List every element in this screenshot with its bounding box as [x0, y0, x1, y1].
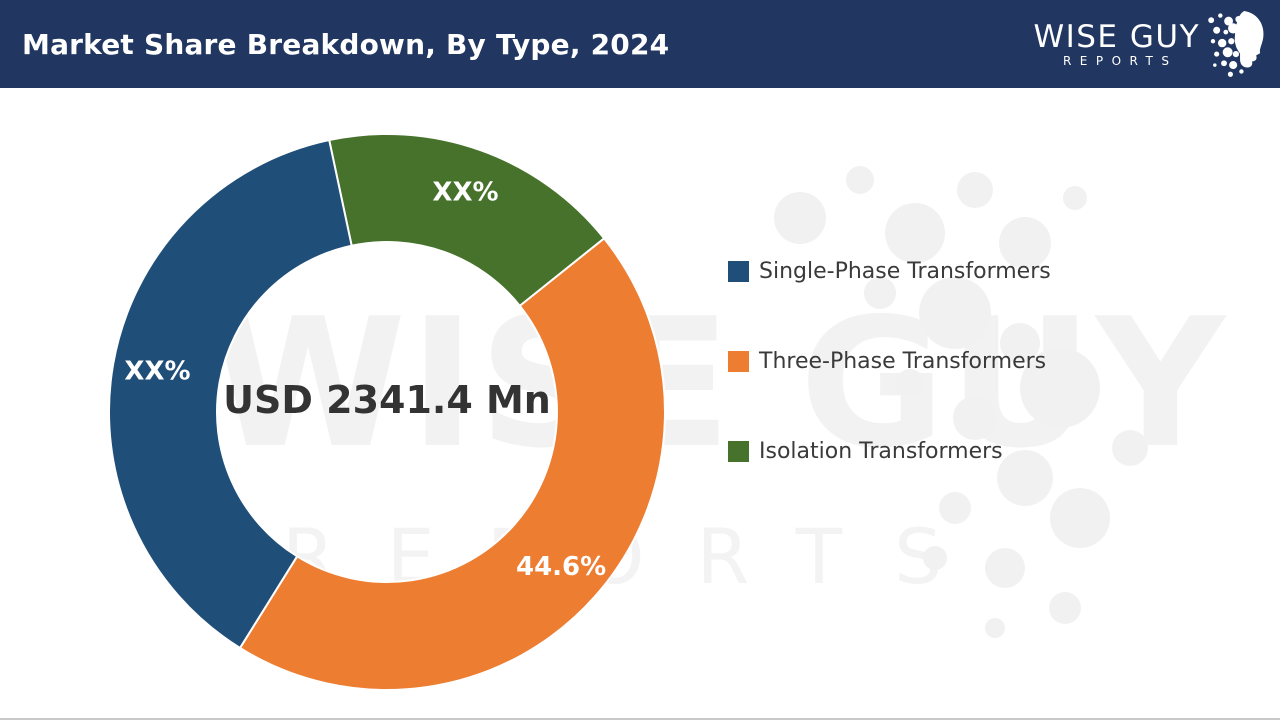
segment-label: XX% — [432, 178, 498, 208]
segment-label: XX% — [124, 357, 190, 387]
logo-wordmark: WISE GUY — [1033, 18, 1200, 55]
legend-item-single-phase: Single-Phase Transformers — [728, 249, 1051, 293]
header: Market Share Breakdown, By Type, 2024 WI… — [0, 0, 1280, 88]
legend-label: Isolation Transformers — [759, 438, 1003, 464]
bottom-border — [0, 718, 1280, 720]
legend-label: Single-Phase Transformers — [759, 258, 1051, 284]
logo-text: WISE GUY REPORTS — [1033, 20, 1200, 68]
wiseguy-logo: WISE GUY REPORTS — [1033, 4, 1268, 84]
legend: Single-Phase Transformers Three-Phase Tr… — [728, 249, 1051, 519]
page-title: Market Share Breakdown, By Type, 2024 — [22, 27, 670, 61]
donut-segment-single-phase-transformers — [108, 139, 353, 649]
donut-chart: XX% 44.6% XX% — [108, 133, 666, 691]
segment-label: 44.6% — [516, 552, 606, 582]
logo-subtitle: REPORTS — [1062, 53, 1178, 68]
legend-swatch-orange — [728, 350, 749, 372]
legend-swatch-green — [728, 440, 749, 462]
legend-item-isolation: Isolation Transformers — [728, 429, 1051, 473]
legend-item-three-phase: Three-Phase Transformers — [728, 339, 1051, 383]
legend-label: Three-Phase Transformers — [759, 348, 1047, 374]
chart-area: WISE GUY REPORTS XX% 44.6% XX% USD 2341 — [0, 88, 1280, 718]
donut-segment-three-phase-transformers — [239, 237, 666, 691]
chart-center-value: USD 2341.4 Mn — [223, 378, 551, 422]
legend-swatch-blue — [728, 260, 749, 282]
donut-segment-isolation-transformers — [328, 133, 606, 307]
logo-face-icon — [1208, 11, 1264, 77]
